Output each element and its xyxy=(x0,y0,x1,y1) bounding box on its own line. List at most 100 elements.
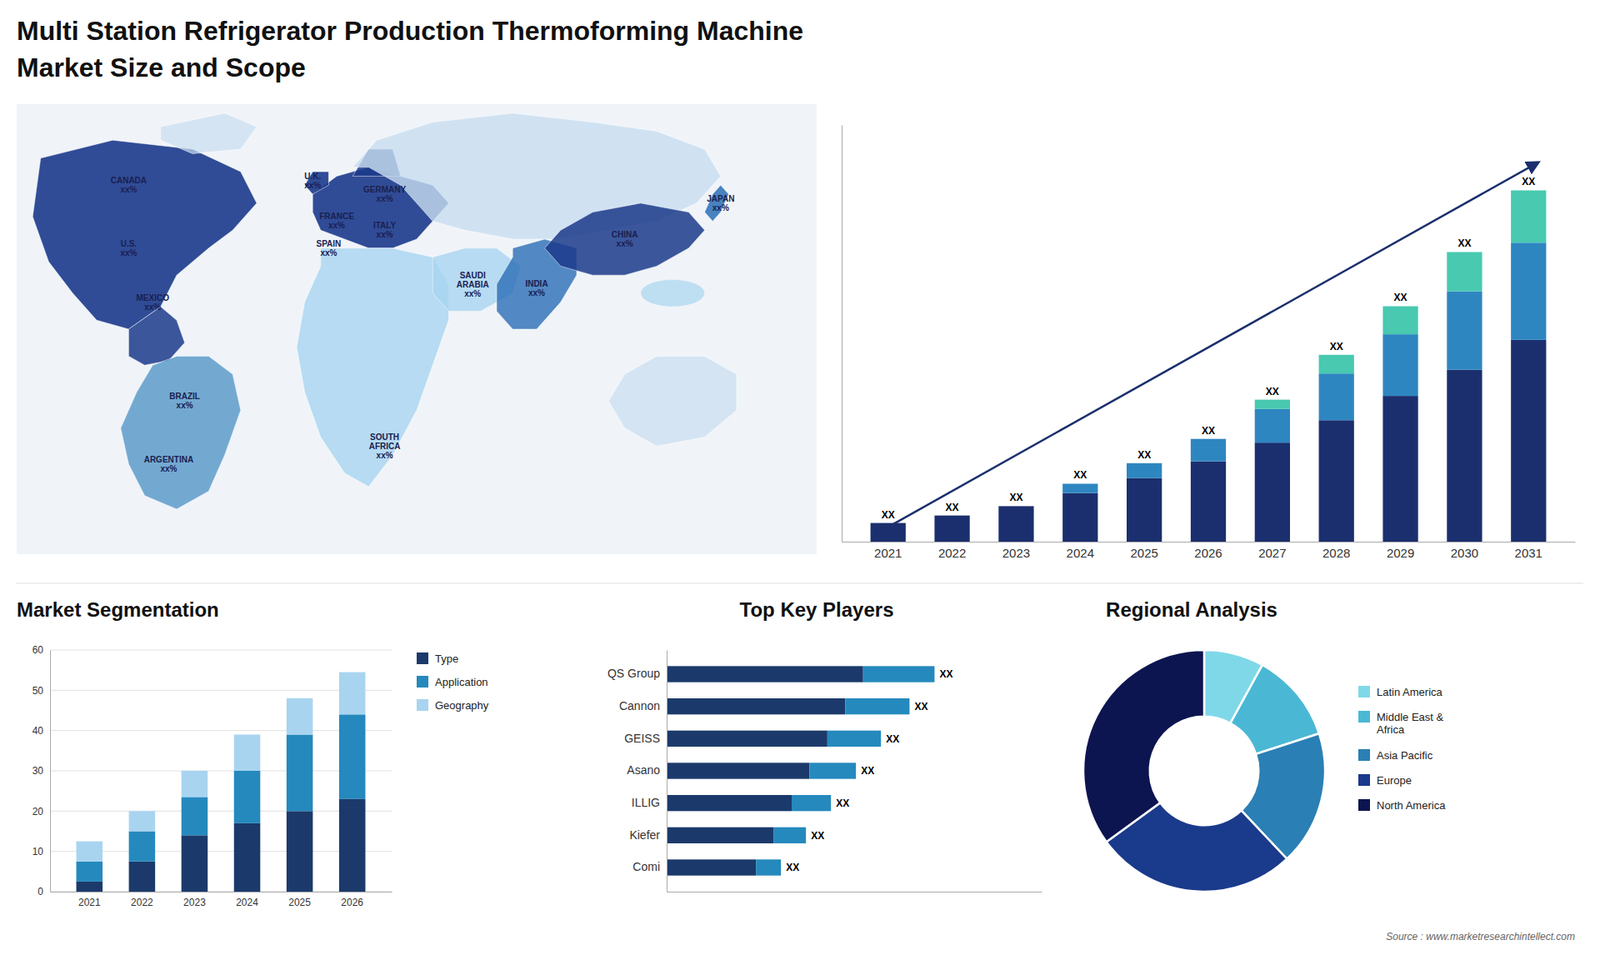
legend-swatch xyxy=(1358,749,1370,761)
text-line: U.S. xyxy=(120,239,138,249)
y-axis: QS GroupCannonGEISSAsanoILLIGKieferComi xyxy=(607,650,668,893)
tick: 2029 xyxy=(1386,541,1415,560)
text-line: xx% xyxy=(176,400,194,410)
chart-title: Top Key Players xyxy=(740,598,895,621)
text-line: CANADA xyxy=(110,175,147,185)
tick: 2024 xyxy=(1066,541,1095,560)
legend-item: Type xyxy=(416,652,459,665)
tick: 2022 xyxy=(938,541,966,560)
text-line: xx% xyxy=(528,288,545,298)
text-line: xx% xyxy=(304,180,321,190)
bar xyxy=(339,799,366,892)
tick-label: Cannon xyxy=(619,699,660,713)
map-label: SAUDIARABIAxx% xyxy=(456,270,490,299)
tick: 2023 xyxy=(183,891,206,909)
tick: GEISS xyxy=(624,731,667,745)
tick-label: 20 xyxy=(32,805,45,818)
plot-area xyxy=(76,672,366,892)
bar xyxy=(809,762,856,779)
legend-label: North America xyxy=(1376,799,1446,812)
bar xyxy=(339,672,366,715)
bar xyxy=(870,522,906,524)
legend-label: Type xyxy=(435,652,459,665)
data-labels: XXXXXXXXXXXXXX xyxy=(785,668,953,874)
bar xyxy=(1255,400,1290,410)
bar xyxy=(791,795,831,811)
background xyxy=(0,0,1600,955)
tick-label: 2026 xyxy=(340,896,364,909)
legend-swatch xyxy=(1358,710,1370,723)
tick: Cannon xyxy=(619,699,667,713)
data-label: XX xyxy=(1394,291,1408,304)
bar-chart: Market Segmentation202120222023202420252… xyxy=(16,598,490,909)
text-line: BRAZIL xyxy=(169,391,200,401)
map-label: INDIAxx% xyxy=(525,279,548,298)
text-line: SOUTH xyxy=(370,432,400,442)
data-label: XX xyxy=(1073,469,1087,481)
y-axis: 0102030405060 xyxy=(32,644,51,898)
tick-label: QS Group xyxy=(607,666,660,680)
tick: 40 xyxy=(32,725,50,737)
bar xyxy=(181,770,209,797)
text-line: FRANCE xyxy=(319,211,355,221)
axis-line xyxy=(842,541,1576,543)
map-labels: CANADAxx%U.S.xx%MEXICOxx%BRAZILxx%ARGENT… xyxy=(110,171,735,474)
bar xyxy=(934,515,970,542)
text-line: Asia Pacific xyxy=(1376,749,1434,762)
bar xyxy=(234,770,261,824)
text-line: Latin America xyxy=(1376,685,1444,699)
bar xyxy=(870,522,906,524)
map-label: CANADAxx% xyxy=(110,175,147,195)
donut-chart: Regional AnalysisLatin AmericaMiddle Eas… xyxy=(1083,598,1575,943)
bar xyxy=(998,505,1034,507)
text-line: xx% xyxy=(376,230,394,240)
bar xyxy=(845,698,910,715)
text-line: SAUDI xyxy=(460,270,486,280)
bar xyxy=(666,665,864,682)
text-line: ARABIA xyxy=(456,280,490,290)
legend-item: North America xyxy=(1358,799,1446,812)
data-label: XX xyxy=(1137,449,1151,461)
tick-label: GEISS xyxy=(624,731,660,745)
bar xyxy=(76,881,104,892)
tick: ILLIG xyxy=(631,795,667,810)
legend-item: Middle East &Africa xyxy=(1358,710,1445,737)
donut-slices xyxy=(1083,650,1325,892)
x-axis xyxy=(667,891,1043,893)
bar xyxy=(129,810,156,831)
tick: 2024 xyxy=(235,891,259,909)
bar xyxy=(774,827,807,844)
legend-label: Latin America xyxy=(1376,685,1444,699)
bar xyxy=(1190,461,1226,542)
text-line: AFRICA xyxy=(369,441,401,451)
bar xyxy=(934,515,970,516)
trend-arrow xyxy=(878,162,1539,533)
bar xyxy=(755,859,781,875)
bar xyxy=(234,735,261,772)
text-line: JAPAN xyxy=(706,194,735,204)
map-region xyxy=(545,203,705,275)
bar xyxy=(76,841,104,862)
bar xyxy=(1446,251,1482,291)
bar xyxy=(666,698,845,715)
tick: 2030 xyxy=(1450,541,1479,560)
tick-label: 2022 xyxy=(938,545,966,560)
tick-label: ILLIG xyxy=(631,795,660,810)
text-line: U.K. xyxy=(304,171,321,181)
bar xyxy=(286,735,314,812)
legend-label: Europe xyxy=(1376,774,1412,787)
text-line: North America xyxy=(1376,799,1446,812)
text-line: xx% xyxy=(320,248,337,258)
bar xyxy=(1510,242,1546,340)
bar xyxy=(1190,438,1226,440)
data-label: XX xyxy=(881,509,895,521)
grid-line xyxy=(50,650,392,651)
tick-label: 2025 xyxy=(288,896,311,909)
tick-label: 2024 xyxy=(235,896,259,909)
legend-item: Application xyxy=(416,675,489,689)
map-region xyxy=(640,280,705,307)
tick-label: 2030 xyxy=(1450,545,1479,560)
bar xyxy=(181,835,209,892)
data-label: XX xyxy=(1265,385,1280,398)
bar xyxy=(129,861,156,892)
